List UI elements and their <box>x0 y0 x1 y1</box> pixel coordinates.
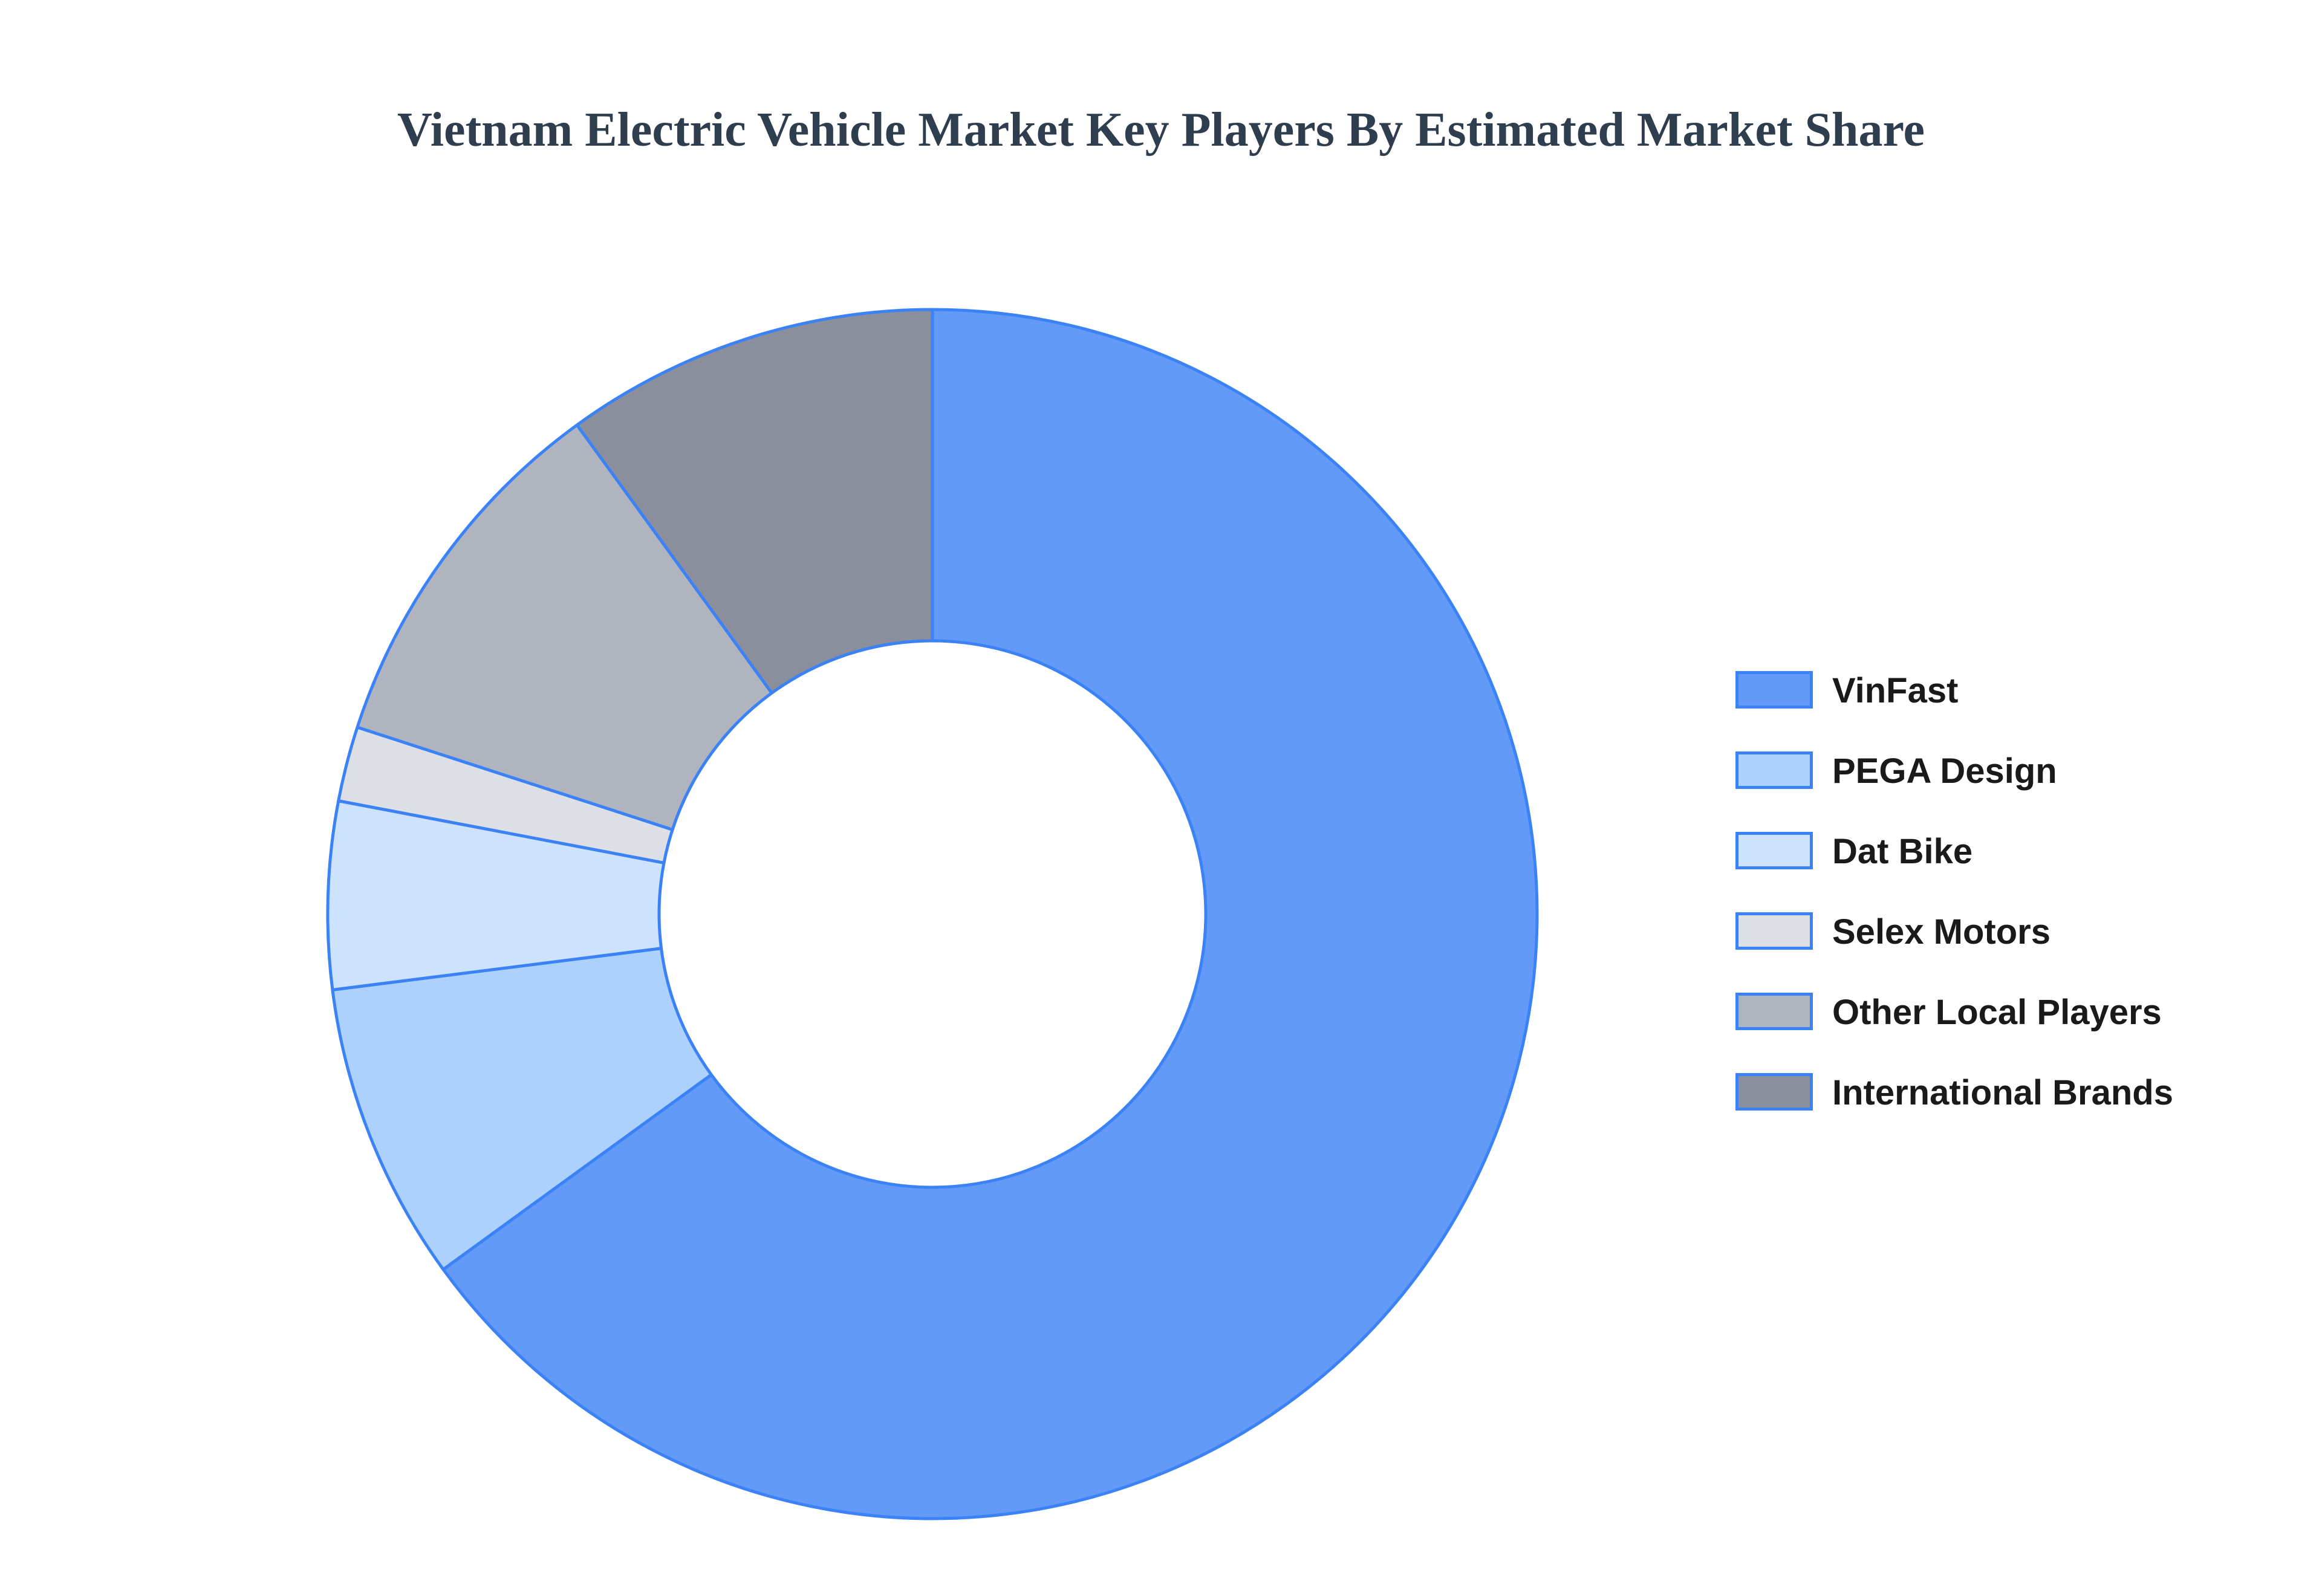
donut-slice-other-local-players[interactable] <box>356 423 773 831</box>
donut-slice-vinfast[interactable] <box>441 308 1539 1520</box>
legend-swatch <box>1735 751 1813 789</box>
legend-label: Other Local Players <box>1832 993 2162 1032</box>
legend-label: VinFast <box>1832 671 1959 710</box>
legend-label: Dat Bike <box>1832 832 1973 871</box>
legend-swatch <box>1735 912 1813 950</box>
legend-label: International Brands <box>1832 1073 2173 1112</box>
legend-swatch <box>1735 832 1813 869</box>
donut-slice-international-brands[interactable] <box>575 308 934 695</box>
legend-label: PEGA Design <box>1832 751 2057 791</box>
chart-title: Vietnam Electric Vehicle Market Key Play… <box>397 103 1925 157</box>
donut-slice-pega-design[interactable] <box>331 947 713 1271</box>
legend-swatch <box>1735 671 1813 709</box>
legend-swatch <box>1735 1073 1813 1111</box>
donut-slices <box>326 308 1539 1520</box>
legend-swatch <box>1735 993 1813 1030</box>
legend-label: Selex Motors <box>1832 912 2050 952</box>
